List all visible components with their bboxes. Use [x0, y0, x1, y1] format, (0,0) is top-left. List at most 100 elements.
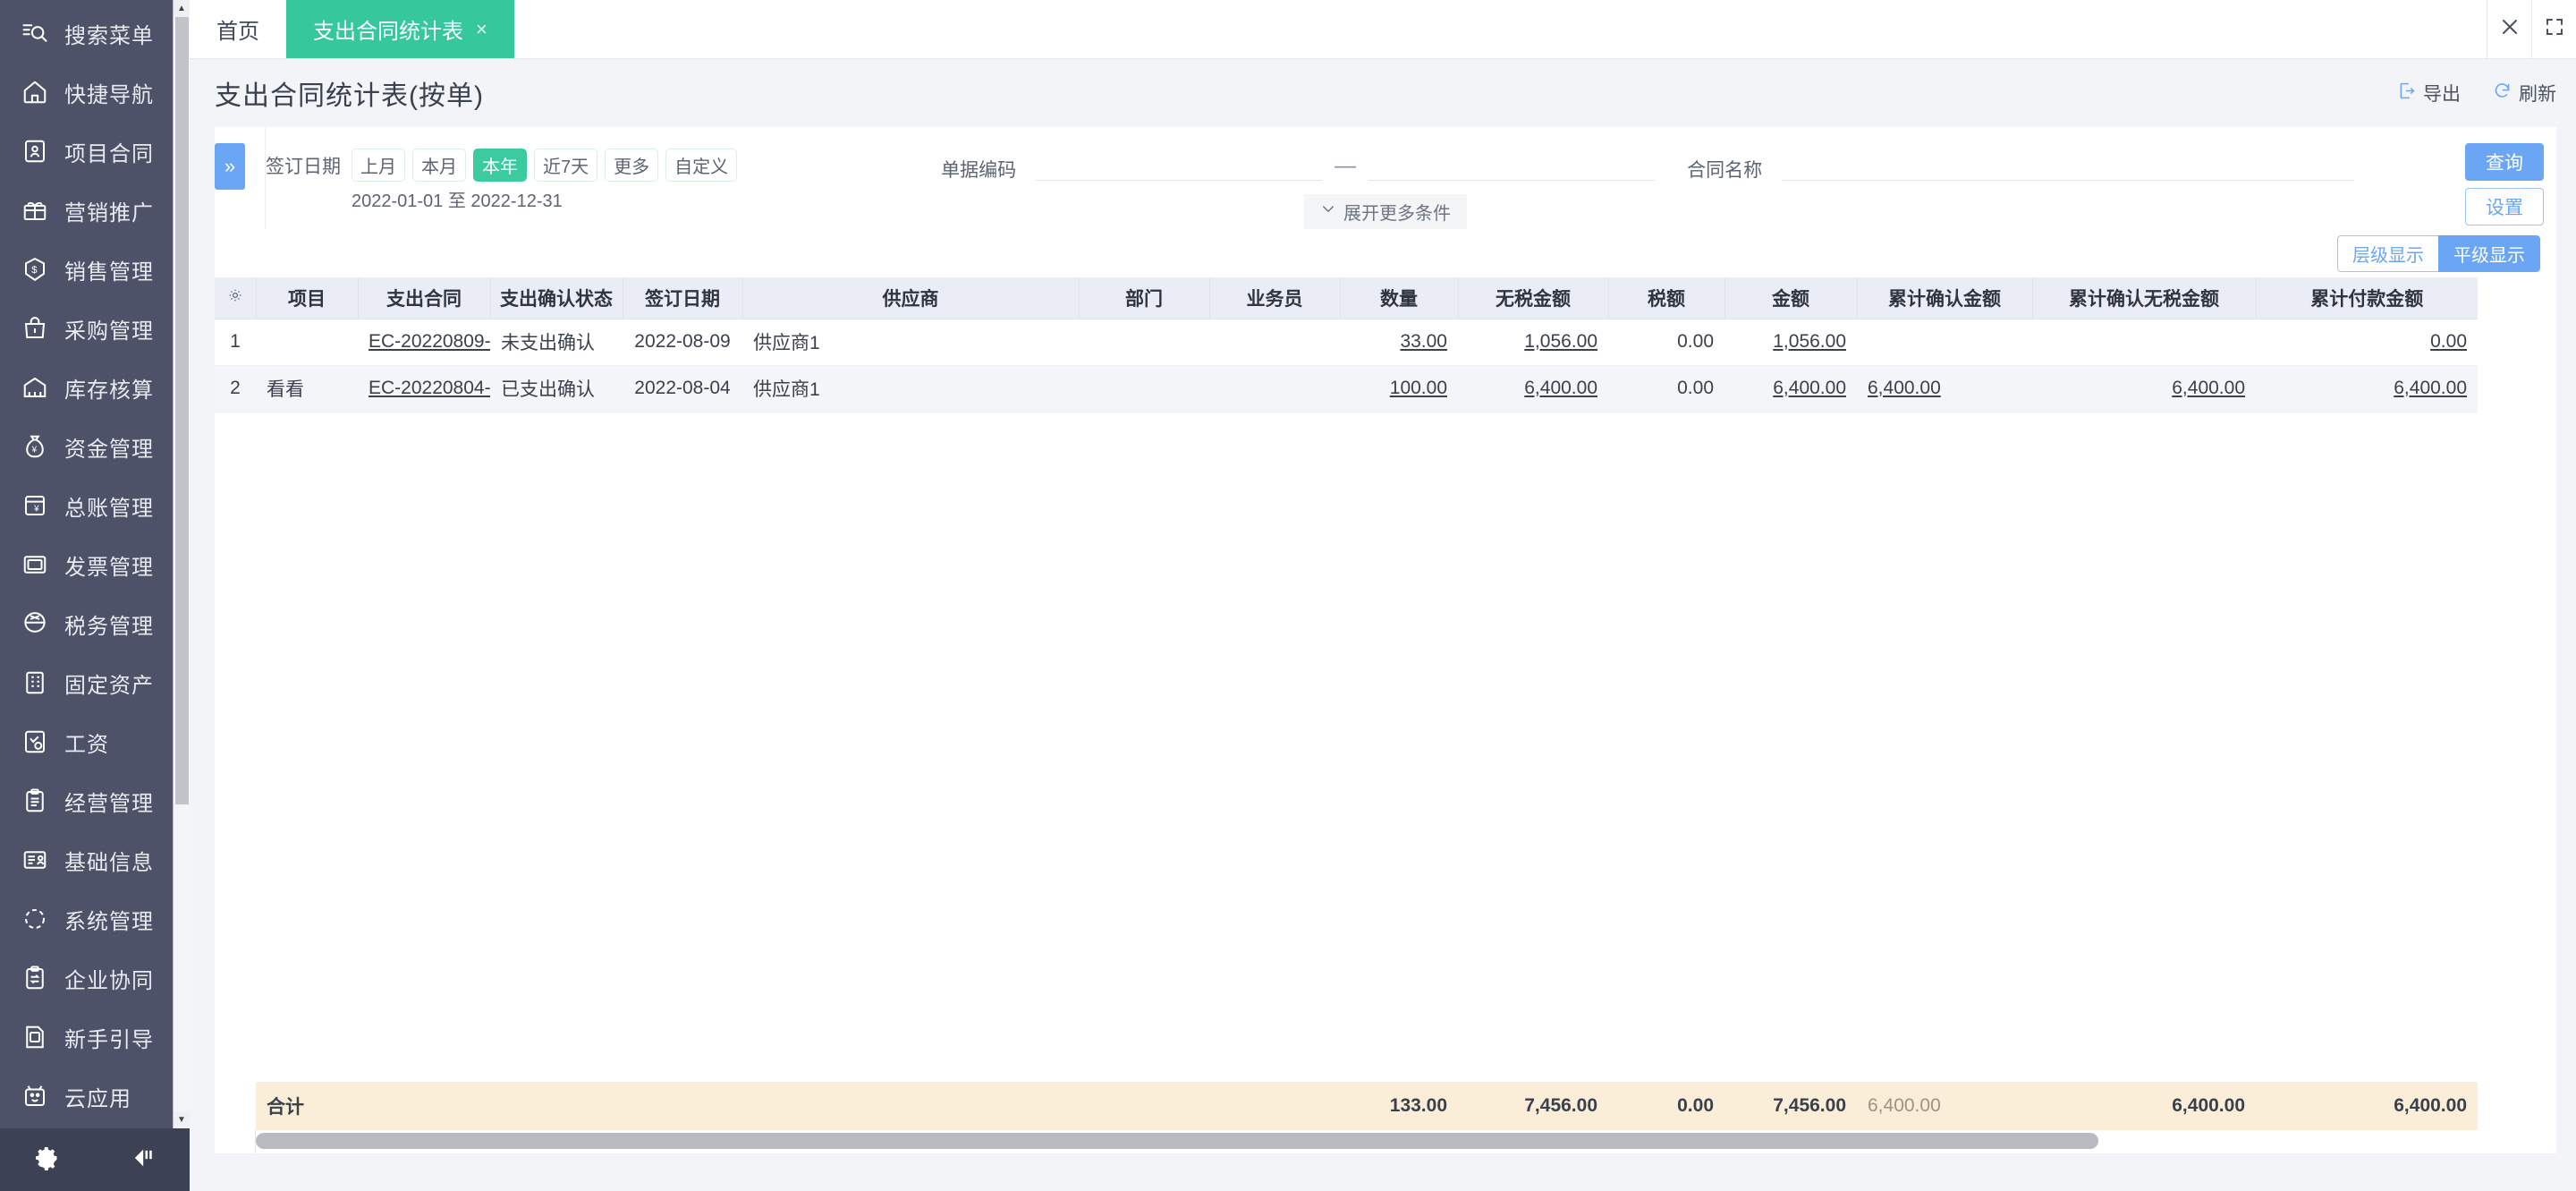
- sidebar-item-funds[interactable]: ¥ 资金管理: [0, 417, 190, 476]
- sidebar-scrollbar-thumb[interactable]: [174, 17, 189, 804]
- window-fullscreen-button[interactable]: [2531, 0, 2576, 58]
- sidebar-item-collaboration[interactable]: 企业协同: [0, 949, 190, 1008]
- horizontal-scrollbar-track[interactable]: [256, 1130, 2556, 1153]
- column-header-salesperson[interactable]: 业务员: [1209, 277, 1341, 319]
- sidebar-item-basic-info[interactable]: 基础信息: [0, 830, 190, 889]
- column-settings-header[interactable]: [215, 277, 257, 319]
- cell-quantity[interactable]: 100.00: [1340, 365, 1458, 413]
- row-index: 1: [215, 319, 256, 366]
- sidebar-item-operations[interactable]: 经营管理: [0, 771, 190, 830]
- column-header-cum-confirmed-excl-tax[interactable]: 累计确认无税金额: [2032, 277, 2257, 319]
- date-chip-last-month[interactable]: 上月: [352, 149, 405, 182]
- sidebar-item-general-ledger[interactable]: ¥ 总账管理: [0, 476, 190, 535]
- amount-excl-tax-link[interactable]: 6,400.00: [1524, 378, 1597, 398]
- cum-confirmed-link[interactable]: 6,400.00: [1868, 378, 1941, 398]
- page-bottom-padding: [215, 1153, 2556, 1191]
- contract-name-input[interactable]: [1782, 152, 2355, 181]
- cell-quantity[interactable]: 33.00: [1340, 319, 1458, 366]
- amount-excl-tax-link[interactable]: 1,056.00: [1524, 331, 1597, 352]
- date-chip-this-year[interactable]: 本年: [473, 149, 527, 182]
- doc-code-from-input[interactable]: [1036, 152, 1323, 181]
- cell-cum-paid-amount[interactable]: 0.00: [2256, 319, 2478, 366]
- cell-expense-contract[interactable]: EC-20220804-0: [358, 365, 490, 413]
- cell-cum-paid-amount[interactable]: 6,400.00: [2256, 365, 2478, 413]
- refresh-button[interactable]: 刷新: [2493, 80, 2556, 106]
- horizontal-scrollbar-thumb[interactable]: [256, 1133, 2098, 1149]
- doc-code-to-input[interactable]: [1368, 152, 1656, 181]
- sidebar-item-inventory[interactable]: 库存核算: [0, 358, 190, 417]
- sidebar-item-marketing[interactable]: 营销推广: [0, 181, 190, 240]
- cell-expense-contract[interactable]: EC-20220809-0: [358, 319, 490, 366]
- cell-amount[interactable]: 1,056.00: [1724, 319, 1857, 366]
- sidebar-scrollbar-track[interactable]: [173, 17, 191, 1111]
- contract-link[interactable]: EC-20220804-0: [369, 378, 490, 398]
- column-header-sign-date[interactable]: 签订日期: [623, 277, 743, 319]
- table-row[interactable]: 2 看看 EC-20220804-0 已支出确认 2022-08-04 供应商1…: [215, 365, 2478, 413]
- cum-paid-link[interactable]: 6,400.00: [2394, 378, 2467, 398]
- sidebar-item-beginner-guide[interactable]: 新手引导: [0, 1008, 190, 1067]
- sidebar-item-fixed-assets[interactable]: 固定资产: [0, 653, 190, 712]
- column-header-department[interactable]: 部门: [1079, 277, 1210, 319]
- column-header-cum-paid-amount[interactable]: 累计付款金额: [2256, 277, 2478, 319]
- sidebar-item-purchase[interactable]: 采购管理: [0, 299, 190, 358]
- sidebar-collapse-button[interactable]: [95, 1145, 190, 1175]
- column-header-tax[interactable]: 税额: [1608, 277, 1725, 319]
- cell-cum-confirmed-excl-tax[interactable]: 6,400.00: [2032, 365, 2256, 413]
- column-header-project[interactable]: 项目: [256, 277, 359, 319]
- table-scroll-area[interactable]: 项目 支出合同 支出确认状态 签订日期 供应商 部门 业务员 数量 无税金额 税…: [215, 277, 2556, 1082]
- sidebar-item-invoice[interactable]: 发票管理: [0, 535, 190, 594]
- sidebar-item-sales[interactable]: $ 销售管理: [0, 240, 190, 299]
- cell-cum-confirmed-amount[interactable]: 6,400.00: [1857, 365, 2032, 413]
- cell-amount[interactable]: 6,400.00: [1724, 365, 1857, 413]
- column-header-quantity[interactable]: 数量: [1340, 277, 1459, 319]
- column-header-amount-excl-tax[interactable]: 无税金额: [1458, 277, 1609, 319]
- column-header-supplier[interactable]: 供应商: [742, 277, 1080, 319]
- column-header-amount[interactable]: 金额: [1724, 277, 1858, 319]
- query-button[interactable]: 查询: [2465, 143, 2544, 181]
- column-header-expense-status[interactable]: 支出确认状态: [490, 277, 623, 319]
- quantity-link[interactable]: 100.00: [1389, 378, 1447, 398]
- sidebar-item-system[interactable]: 系统管理: [0, 889, 190, 949]
- sidebar-item-cloud-app[interactable]: 云应用: [0, 1067, 190, 1126]
- tab-home[interactable]: 首页: [190, 0, 286, 58]
- sidebar-settings-button[interactable]: [0, 1145, 95, 1175]
- flat-display-button[interactable]: 平级显示: [2438, 234, 2540, 272]
- window-close-button[interactable]: [2487, 0, 2531, 58]
- cell-tax: 0.00: [1608, 319, 1724, 366]
- filter-collapse-handle[interactable]: »: [215, 143, 245, 190]
- amount-link[interactable]: 6,400.00: [1773, 378, 1846, 398]
- tab-close-icon[interactable]: ×: [476, 17, 487, 40]
- tab-expense-contract-report[interactable]: 支出合同统计表 ×: [286, 0, 514, 58]
- table-row[interactable]: 1 EC-20220809-0 未支出确认 2022-08-09 供应商1 33…: [215, 319, 2478, 366]
- totals-quantity: 133.00: [1340, 1082, 1458, 1130]
- invoice-icon: [20, 549, 50, 580]
- quantity-link[interactable]: 33.00: [1400, 331, 1447, 352]
- date-chip-this-month[interactable]: 本月: [412, 149, 466, 182]
- amount-link[interactable]: 1,056.00: [1773, 331, 1846, 352]
- hierarchy-display-button[interactable]: 层级显示: [2337, 234, 2438, 272]
- sidebar-item-payroll[interactable]: 工资: [0, 712, 190, 771]
- scroll-down-arrow-icon[interactable]: ▼: [173, 1111, 191, 1128]
- filter-settings-button[interactable]: 设置: [2465, 188, 2544, 225]
- date-chip-last-7-days[interactable]: 近7天: [534, 149, 598, 182]
- export-button[interactable]: 导出: [2397, 80, 2461, 106]
- column-settings-icon[interactable]: [227, 287, 243, 308]
- sidebar-item-project-contract[interactable]: 项目合同: [0, 122, 190, 181]
- date-chip-more[interactable]: 更多: [605, 149, 659, 182]
- sidebar-scrollbar[interactable]: ▲ ▼: [173, 0, 191, 1128]
- cum-paid-link[interactable]: 0.00: [2430, 331, 2467, 352]
- expand-more-conditions-button[interactable]: 展开更多条件: [1304, 194, 1467, 229]
- row-index: 2: [215, 365, 256, 413]
- cell-amount-excl-tax[interactable]: 6,400.00: [1458, 365, 1608, 413]
- cell-amount-excl-tax[interactable]: 1,056.00: [1458, 319, 1608, 366]
- column-header-cum-confirmed-amount[interactable]: 累计确认金额: [1857, 277, 2033, 319]
- sidebar-item-quick-nav[interactable]: 快捷导航: [0, 63, 190, 122]
- sidebar-item-search-menu[interactable]: 搜索菜单: [0, 4, 190, 63]
- cum-confirmed-excl-link[interactable]: 6,400.00: [2172, 378, 2245, 398]
- date-chip-custom[interactable]: 自定义: [665, 149, 738, 182]
- column-header-expense-contract[interactable]: 支出合同: [358, 277, 491, 319]
- scroll-up-arrow-icon[interactable]: ▲: [173, 0, 191, 17]
- contract-link[interactable]: EC-20220809-0: [369, 331, 490, 352]
- horizontal-scrollbar[interactable]: [215, 1130, 2556, 1153]
- sidebar-item-tax[interactable]: 税务管理: [0, 594, 190, 653]
